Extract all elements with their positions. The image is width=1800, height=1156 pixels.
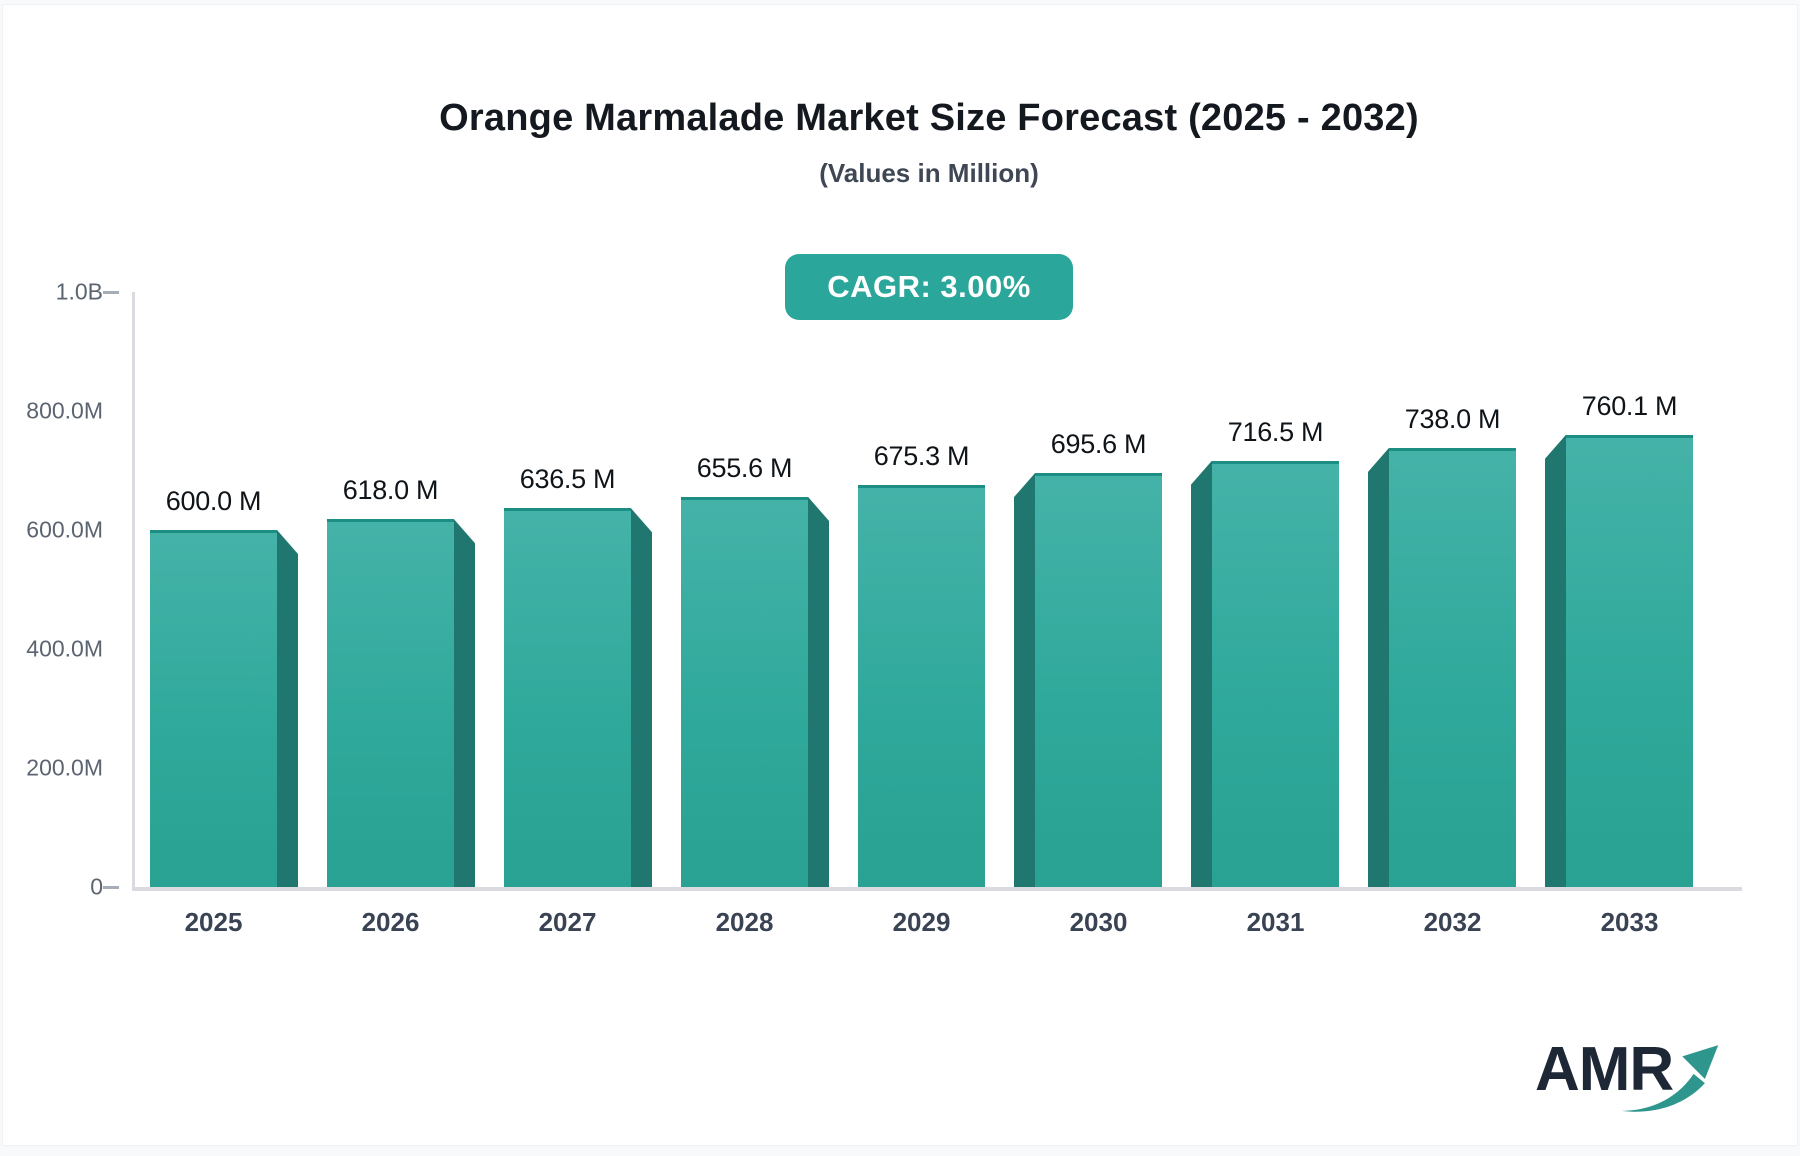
x-axis-category-label: 2029 xyxy=(892,907,951,937)
x-axis-category-label: 2031 xyxy=(1246,907,1305,937)
bar-2032 xyxy=(1389,447,1516,887)
y-axis-tick-label: 800.0M xyxy=(26,397,103,424)
y-axis-tick-mark xyxy=(103,886,119,889)
bar-3d-side xyxy=(454,519,475,887)
bar-value-label: 760.1 M xyxy=(1581,390,1678,421)
x-axis-category-label: 2028 xyxy=(715,907,774,937)
x-axis-category-label: 2030 xyxy=(1069,907,1128,937)
chart-header: Orange Marmalade Market Size Forecast (2… xyxy=(55,97,1800,189)
x-axis-category-label: 2025 xyxy=(184,907,243,937)
x-axis-category-label: 2026 xyxy=(361,907,420,937)
bar-value-label: 738.0 M xyxy=(1404,403,1501,434)
bar-3d-side xyxy=(1014,473,1035,887)
bar-3d-side xyxy=(808,496,829,887)
x-axis-category-label: 2033 xyxy=(1600,907,1659,937)
y-axis-tick-label: 400.0M xyxy=(26,635,103,662)
x-axis-baseline xyxy=(132,887,1742,891)
bar-3d-side xyxy=(277,530,298,887)
bar-value-label: 695.6 M xyxy=(1050,429,1147,460)
bar-value-label: 636.5 M xyxy=(519,464,616,495)
bar-value-label: 655.6 M xyxy=(696,452,793,483)
bar-3d-side xyxy=(1368,447,1389,887)
bar-2025 xyxy=(150,530,277,887)
bar-value-label: 600.0 M xyxy=(165,486,262,516)
amr-logo: AMR xyxy=(1535,1035,1735,1115)
x-axis-category-label: 2027 xyxy=(538,907,597,937)
bar-2030 xyxy=(1035,473,1162,887)
bar-2031 xyxy=(1212,460,1339,887)
bar-3d-side xyxy=(631,508,652,887)
growth-arrow-icon xyxy=(1621,1045,1719,1112)
bar-2029 xyxy=(858,485,985,887)
y-axis-line xyxy=(132,292,135,891)
bar-3d-side xyxy=(1191,460,1212,887)
chart-subtitle: (Values in Million) xyxy=(819,158,1039,188)
amr-logo-text: AMR xyxy=(1535,1035,1674,1104)
y-axis-tick-label: 1.0B xyxy=(55,278,103,305)
x-axis-category-label: 2032 xyxy=(1423,907,1482,937)
bar-value-label: 675.3 M xyxy=(873,441,970,472)
y-axis-tick-label: 200.0M xyxy=(26,754,103,781)
bar-2033 xyxy=(1566,434,1693,887)
y-axis-tick-mark xyxy=(103,291,119,294)
y-axis-tick-label: 600.0M xyxy=(26,516,103,543)
bar-3d-side xyxy=(1545,434,1566,887)
bar-value-label: 716.5 M xyxy=(1227,416,1324,447)
bar-2028 xyxy=(681,496,808,887)
bar-2027 xyxy=(504,508,631,887)
chart-title: Orange Marmalade Market Size Forecast (2… xyxy=(439,97,1419,139)
bar-chart-plot: 1.0B 800.0M 600.0M 400.0M 200.0M 0 600.0 M 2025… xyxy=(3,5,1799,1147)
bar-value-label: 618.0 M xyxy=(342,475,439,506)
bar-2026 xyxy=(327,519,454,887)
chart-card: Orange Marmalade Market Size Forecast (2… xyxy=(2,4,1798,1146)
y-axis-tick-label: 0 xyxy=(90,873,103,900)
